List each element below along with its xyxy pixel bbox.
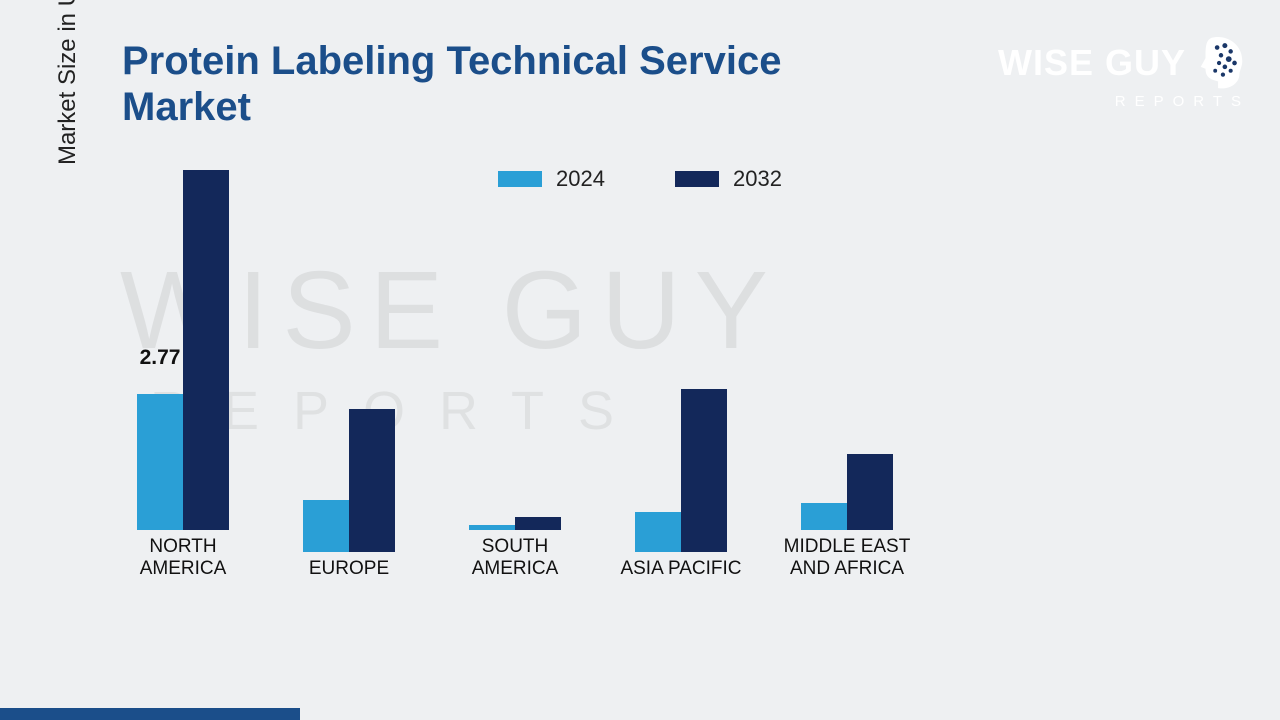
category-label: EUROPE	[279, 558, 419, 580]
chart-card: WISE GUY REPORTS WISE GUY REPORTS Protei…	[0, 0, 1280, 720]
category-label: NORTH AMERICA	[113, 536, 253, 580]
bar-value-label: 2.77	[140, 346, 181, 370]
chart-plot-area: 2.77 NORTH AMERICA EUROPE SOUTH AMERICA ASIA…	[100, 210, 930, 580]
bar-series_2024	[303, 500, 349, 552]
bar-series_2024	[469, 525, 515, 530]
category-group: ASIA PACIFIC	[601, 182, 761, 580]
bar-series_2032	[681, 389, 727, 552]
bar-series_2024	[801, 503, 847, 530]
logo-line1: WISE GUY	[998, 45, 1186, 81]
bar-series_2032	[847, 454, 893, 530]
category-group: SOUTH AMERICA	[435, 160, 595, 580]
logo-head-icon	[1192, 34, 1250, 92]
logo-line2: REPORTS	[998, 94, 1250, 109]
category-label: ASIA PACIFIC	[611, 558, 751, 580]
bar-series_2032	[515, 517, 561, 531]
bar-series_2032	[183, 170, 229, 530]
category-label: SOUTH AMERICA	[445, 536, 585, 580]
y-axis-label: Market Size in USD Billion	[54, 0, 82, 210]
category-group: EUROPE	[269, 182, 429, 580]
bottom-accent-bar	[0, 708, 300, 720]
chart-title: Protein Labeling Technical Service Marke…	[122, 38, 852, 130]
bar-series_2024	[635, 512, 681, 552]
category-group: 2.77 NORTH AMERICA	[103, 160, 263, 580]
bar-series_2032	[349, 409, 395, 552]
category-group: MIDDLE EAST AND AFRICA	[767, 160, 927, 580]
category-label: MIDDLE EAST AND AFRICA	[777, 536, 917, 580]
brand-logo: WISE GUY REPORTS	[998, 34, 1250, 109]
bar-series_2024	[137, 394, 183, 531]
